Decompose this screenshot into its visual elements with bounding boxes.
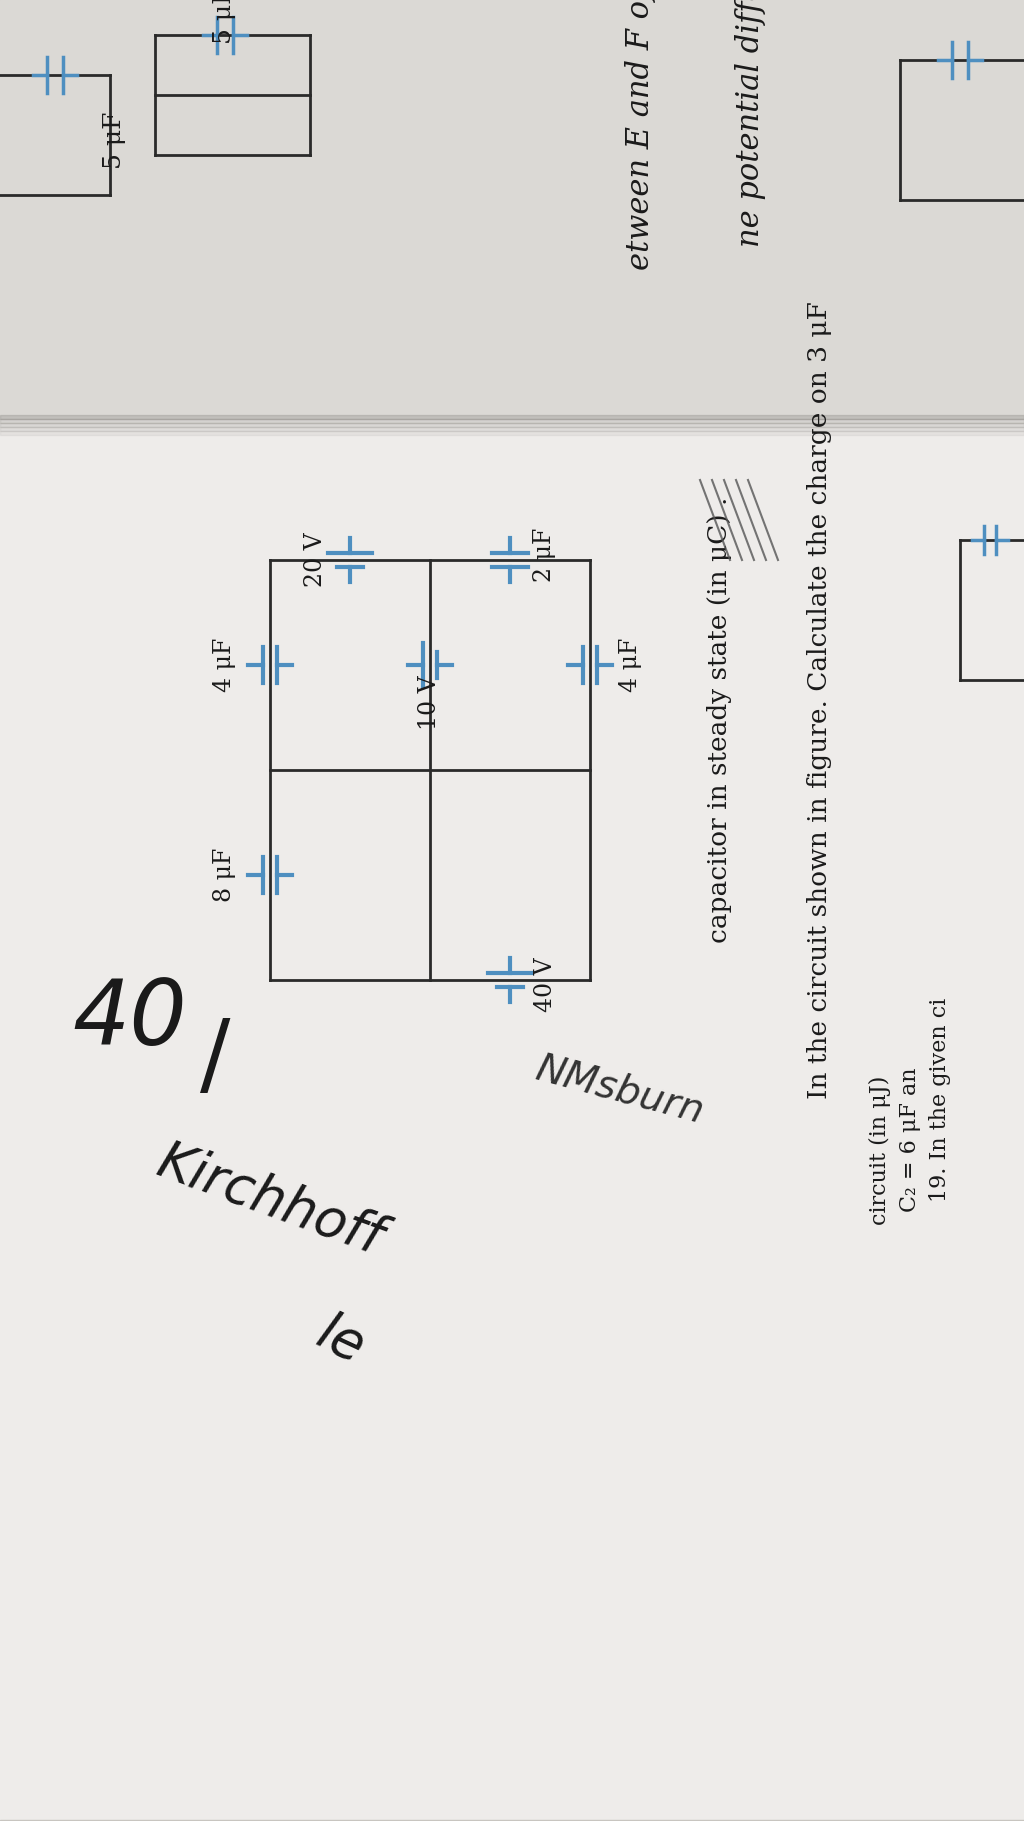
Text: 4 μF: 4 μF <box>618 637 641 692</box>
Text: 40: 40 <box>73 976 187 1063</box>
Text: 8 μF: 8 μF <box>213 849 237 901</box>
Text: /: / <box>200 1016 230 1104</box>
Text: 10 V: 10 V <box>419 676 441 730</box>
Text: 2 μF: 2 μF <box>534 528 556 583</box>
Bar <box>0 419 1024 422</box>
Text: 19. In the given ci: 19. In the given ci <box>929 998 951 1202</box>
Text: NMsburn: NMsburn <box>531 1049 709 1131</box>
Text: 40 V: 40 V <box>534 958 556 1012</box>
Text: 5 μF: 5 μF <box>103 111 127 169</box>
Text: le: le <box>307 1306 373 1373</box>
Bar <box>0 0 1024 421</box>
Bar <box>0 422 1024 426</box>
Text: circuit (in μJ): circuit (in μJ) <box>869 1076 891 1226</box>
Text: 4 μF: 4 μF <box>213 637 237 692</box>
Text: 20 V: 20 V <box>303 534 327 588</box>
Text: C₂ = 6 μF an: C₂ = 6 μF an <box>899 1067 921 1213</box>
Bar <box>0 426 1024 432</box>
Bar <box>0 415 1024 419</box>
Text: ne potential differenc: ne potential differenc <box>734 0 766 248</box>
Text: 5 μF: 5 μF <box>213 0 237 44</box>
Text: capacitor in steady state (in μC) .: capacitor in steady state (in μC) . <box>708 497 732 943</box>
Bar <box>0 432 1024 435</box>
Text: Kirchhoff: Kirchhoff <box>151 1134 390 1266</box>
Text: In the circuit shown in figure. Calculate the charge on 3 μF: In the circuit shown in figure. Calculat… <box>808 300 833 1098</box>
Bar <box>0 421 1024 1819</box>
Text: etween E and F of the: etween E and F of the <box>625 0 655 271</box>
